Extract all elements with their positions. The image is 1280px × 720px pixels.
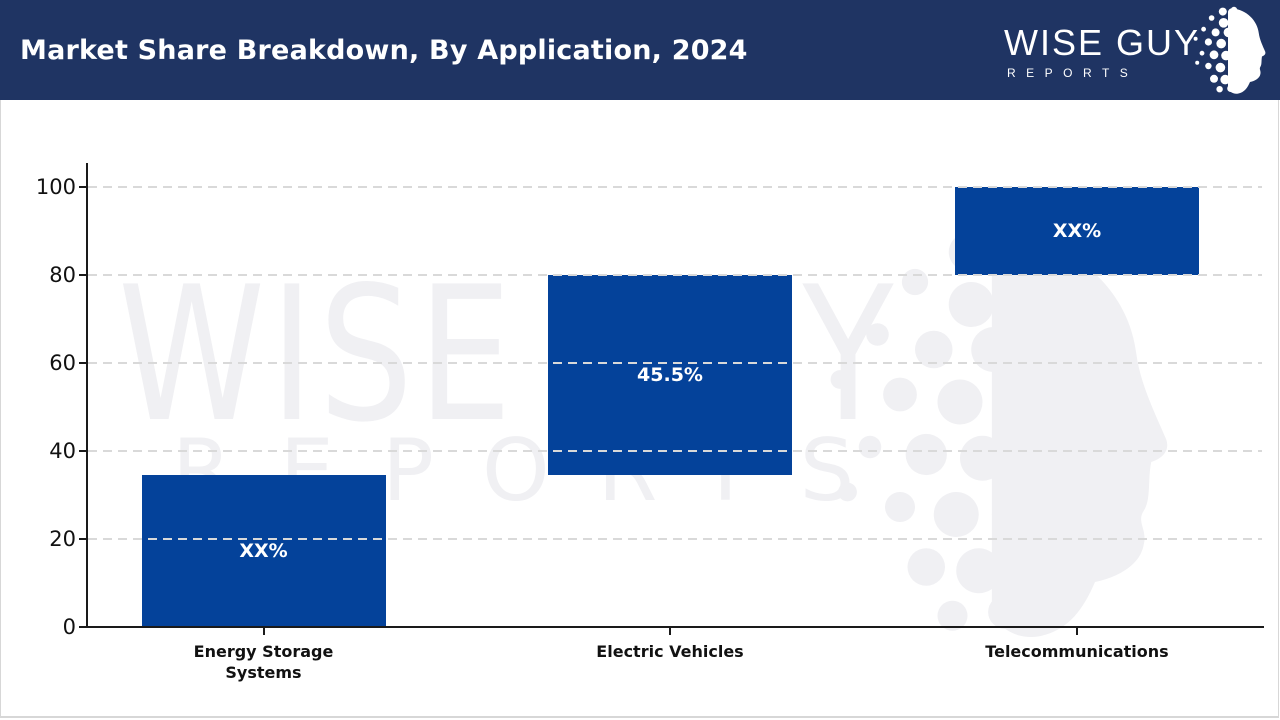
bar-energy-storage-systems: XX%: [141, 475, 386, 627]
gridline-40: [88, 450, 1262, 452]
watermark-face-icon: [795, 222, 1170, 642]
brand-name: WISE GUY: [1004, 22, 1201, 63]
y-tickmark: [79, 362, 87, 364]
x-tickmark: [1076, 628, 1078, 635]
gridline-20: [88, 538, 1262, 540]
y-tick-label: 40: [49, 439, 76, 463]
bar-electric-vehicles: 45.5%: [548, 275, 792, 476]
x-axis-line: [86, 626, 1264, 628]
brand-logo: WISE GUY REPORTS: [1004, 0, 1262, 100]
page-title: Market Share Breakdown, By Application, …: [20, 34, 748, 66]
brand-subtitle: REPORTS: [1007, 66, 1139, 80]
bar-telecommunications: XX%: [955, 187, 1199, 275]
y-tickmark: [79, 274, 87, 276]
gridline-60: [88, 362, 1262, 364]
bar-value-label: 45.5%: [637, 364, 703, 387]
bar-value-label: XX%: [239, 540, 288, 563]
y-tickmark: [79, 186, 87, 188]
x-category-label-telecommunications: Telecommunications: [985, 642, 1169, 661]
y-tickmark: [79, 450, 87, 452]
brand-text: WISE GUY REPORTS: [1004, 22, 1201, 81]
y-tick-label: 80: [49, 263, 76, 287]
y-tick-label: 20: [49, 527, 76, 551]
x-tickmark: [262, 628, 265, 635]
y-tick-label: 60: [49, 351, 76, 375]
gridline-80: [88, 274, 1262, 276]
y-axis-line: [86, 163, 88, 628]
y-tick-label: 100: [35, 175, 76, 199]
header: Market Share Breakdown, By Application, …: [0, 0, 1280, 100]
y-tick-label: 0: [62, 615, 76, 639]
y-tickmark: [79, 538, 87, 540]
bar-value-label: XX%: [1052, 220, 1102, 242]
wiseguy-face-icon: [1186, 5, 1266, 95]
x-category-label-electric-vehicles: Electric Vehicles: [596, 642, 744, 661]
x-tickmark: [669, 628, 671, 635]
gridline-100: [88, 186, 1262, 188]
x-category-label-energy-storage-systems: Energy Storage Systems: [193, 642, 334, 682]
y-tickmark: [79, 626, 87, 628]
